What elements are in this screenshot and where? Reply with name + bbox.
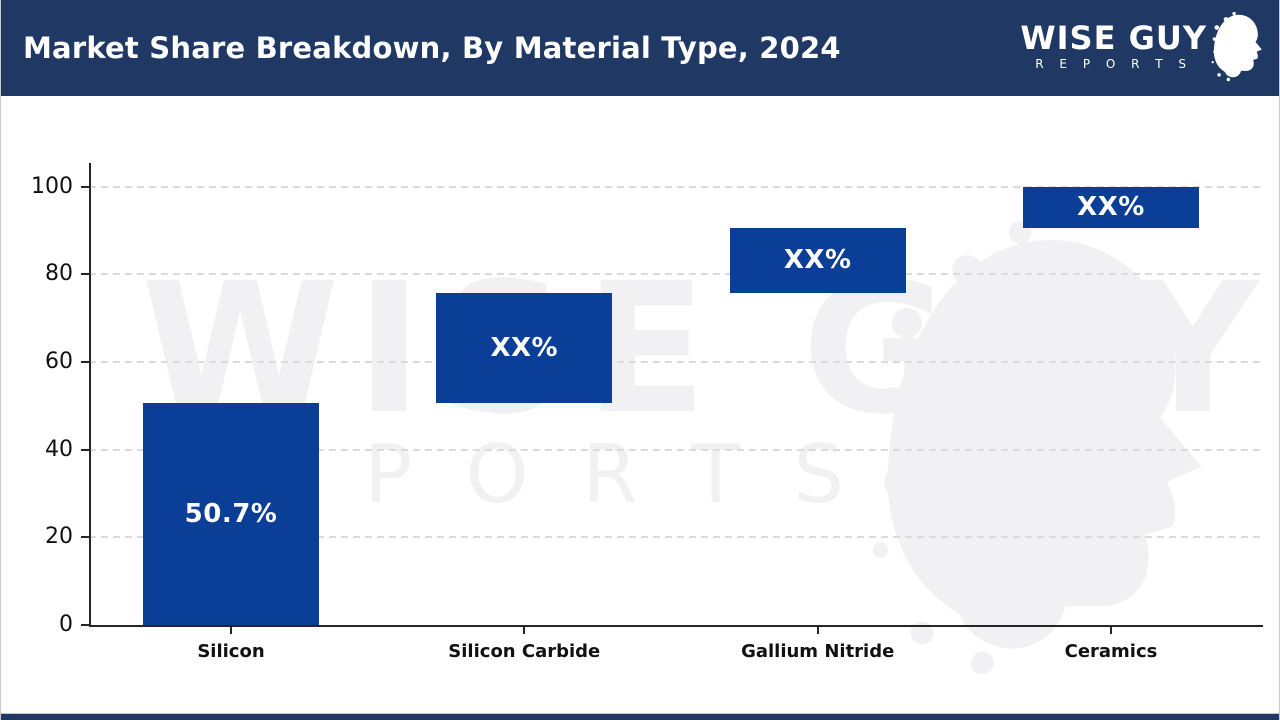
brand-name: WISE GUY — [1020, 18, 1207, 57]
x-tick-mark — [1110, 627, 1112, 634]
brand-subname: R E P O R T S — [1035, 57, 1193, 72]
watermark-head-icon — [872, 221, 1202, 674]
chart-plot-area: WISE GUY R E P O R T S 0 20 40 60 80 100 50.7%… — [1, 96, 1279, 714]
x-tick-mark — [230, 627, 232, 634]
gridline — [89, 536, 1263, 539]
bar-value-label: XX% — [783, 245, 852, 276]
x-axis-label: Ceramics — [1064, 641, 1158, 662]
y-tick-label: 40 — [45, 436, 73, 462]
gridline — [89, 185, 1263, 188]
x-tick-mark — [523, 627, 526, 634]
bar-value-label: XX% — [1077, 192, 1145, 223]
brand-logo-text: WISE GUY R E P O R T S — [1020, 18, 1207, 72]
y-tick-label: 100 — [31, 173, 73, 199]
y-tick-label: 0 — [59, 612, 73, 637]
bar: 50.7% — [143, 402, 319, 625]
gridline — [89, 273, 1263, 276]
y-tick-mark — [81, 361, 89, 363]
y-tick-mark — [81, 185, 89, 188]
y-tick-label: 80 — [45, 261, 73, 287]
bar: XX% — [1023, 186, 1199, 228]
y-tick-label: 60 — [45, 349, 73, 374]
y-tick-mark — [81, 624, 89, 626]
gridline — [89, 361, 1263, 363]
x-axis-line — [89, 625, 1263, 627]
x-axis-label: Silicon Carbide — [448, 641, 601, 662]
header-bar: Market Share Breakdown, By Material Type… — [1, 0, 1279, 96]
bar-value-label: XX% — [490, 332, 559, 363]
brand-logo: WISE GUY R E P O R T S — [1020, 10, 1263, 82]
x-tick-mark — [816, 627, 819, 634]
footer-bar — [1, 714, 1279, 720]
x-axis-label: Silicon — [197, 641, 265, 662]
y-tick-mark — [81, 273, 89, 276]
gridline — [89, 448, 1263, 451]
x-axis-label: Gallium Nitride — [741, 641, 895, 662]
y-tick-mark — [81, 536, 89, 539]
bar: XX% — [729, 227, 906, 293]
bar-value-label: 50.7% — [184, 498, 278, 529]
bar: XX% — [436, 292, 613, 403]
y-tick-label: 20 — [45, 524, 73, 550]
dotted-head-icon — [1211, 11, 1262, 82]
y-axis-line — [89, 163, 91, 625]
y-tick-mark — [81, 448, 89, 451]
chart-title: Market Share Breakdown, By Material Type… — [23, 31, 841, 65]
